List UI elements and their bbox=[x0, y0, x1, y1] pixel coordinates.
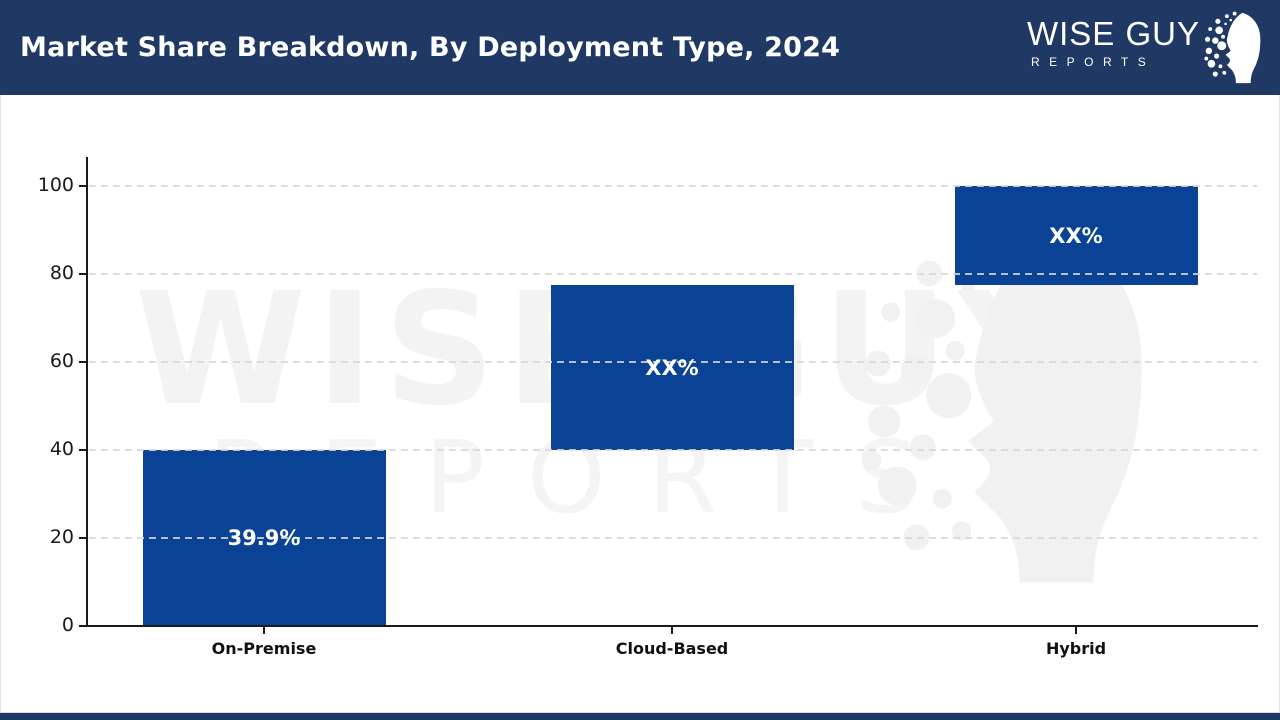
logo-reports-text: REPORTS bbox=[1030, 55, 1156, 69]
y-tick-100 bbox=[79, 185, 86, 187]
bar-cloud-based bbox=[550, 285, 794, 451]
y-tick-label-80: 80 bbox=[49, 262, 74, 284]
gridline-100 bbox=[89, 185, 1257, 187]
footer-divider bbox=[0, 712, 1280, 713]
page-title: Market Share Breakdown, By Deployment Ty… bbox=[20, 32, 841, 63]
category-label-on-premise: On-Premise bbox=[211, 639, 317, 658]
y-tick-label-40: 40 bbox=[49, 438, 74, 460]
x-axis-line bbox=[86, 625, 1258, 627]
y-tick-60 bbox=[79, 361, 86, 363]
footer-bar bbox=[0, 713, 1280, 720]
logo-face-icon bbox=[1204, 11, 1261, 84]
gridline-80 bbox=[89, 273, 1257, 275]
bar-value-label-cloud-based: XX% bbox=[645, 355, 699, 380]
category-label-hybrid: Hybrid bbox=[1045, 639, 1107, 658]
x-tick-hybrid bbox=[1075, 627, 1077, 634]
gridline-60 bbox=[89, 361, 1257, 363]
y-tick-20 bbox=[79, 537, 86, 539]
bar-value-label-on-premise: 39.9% bbox=[227, 526, 301, 551]
y-tick-0 bbox=[79, 625, 86, 627]
y-tick-label-100: 100 bbox=[37, 174, 74, 196]
category-label-cloud-based: Cloud-Based bbox=[615, 639, 729, 658]
bar-hybrid bbox=[954, 186, 1198, 286]
gridline-40 bbox=[89, 449, 1257, 451]
x-tick-on-premise bbox=[263, 627, 265, 634]
y-tick-label-20: 20 bbox=[49, 526, 74, 548]
y-axis-line bbox=[86, 157, 88, 627]
x-tick-cloud-based bbox=[671, 627, 673, 634]
gridline-20 bbox=[89, 537, 1257, 539]
bar-value-label-hybrid: XX% bbox=[1049, 223, 1103, 248]
y-tick-80 bbox=[79, 273, 86, 275]
y-tick-label-0: 0 bbox=[61, 614, 74, 636]
y-tick-40 bbox=[79, 449, 86, 451]
wise-guy-reports-logo: WISE GUY REPORTS bbox=[1027, 11, 1264, 85]
header-bar: Market Share Breakdown, By Deployment Ty… bbox=[0, 0, 1280, 95]
y-tick-label-60: 60 bbox=[49, 350, 74, 372]
logo-wiseguy-text: WISE GUY bbox=[1026, 15, 1200, 52]
